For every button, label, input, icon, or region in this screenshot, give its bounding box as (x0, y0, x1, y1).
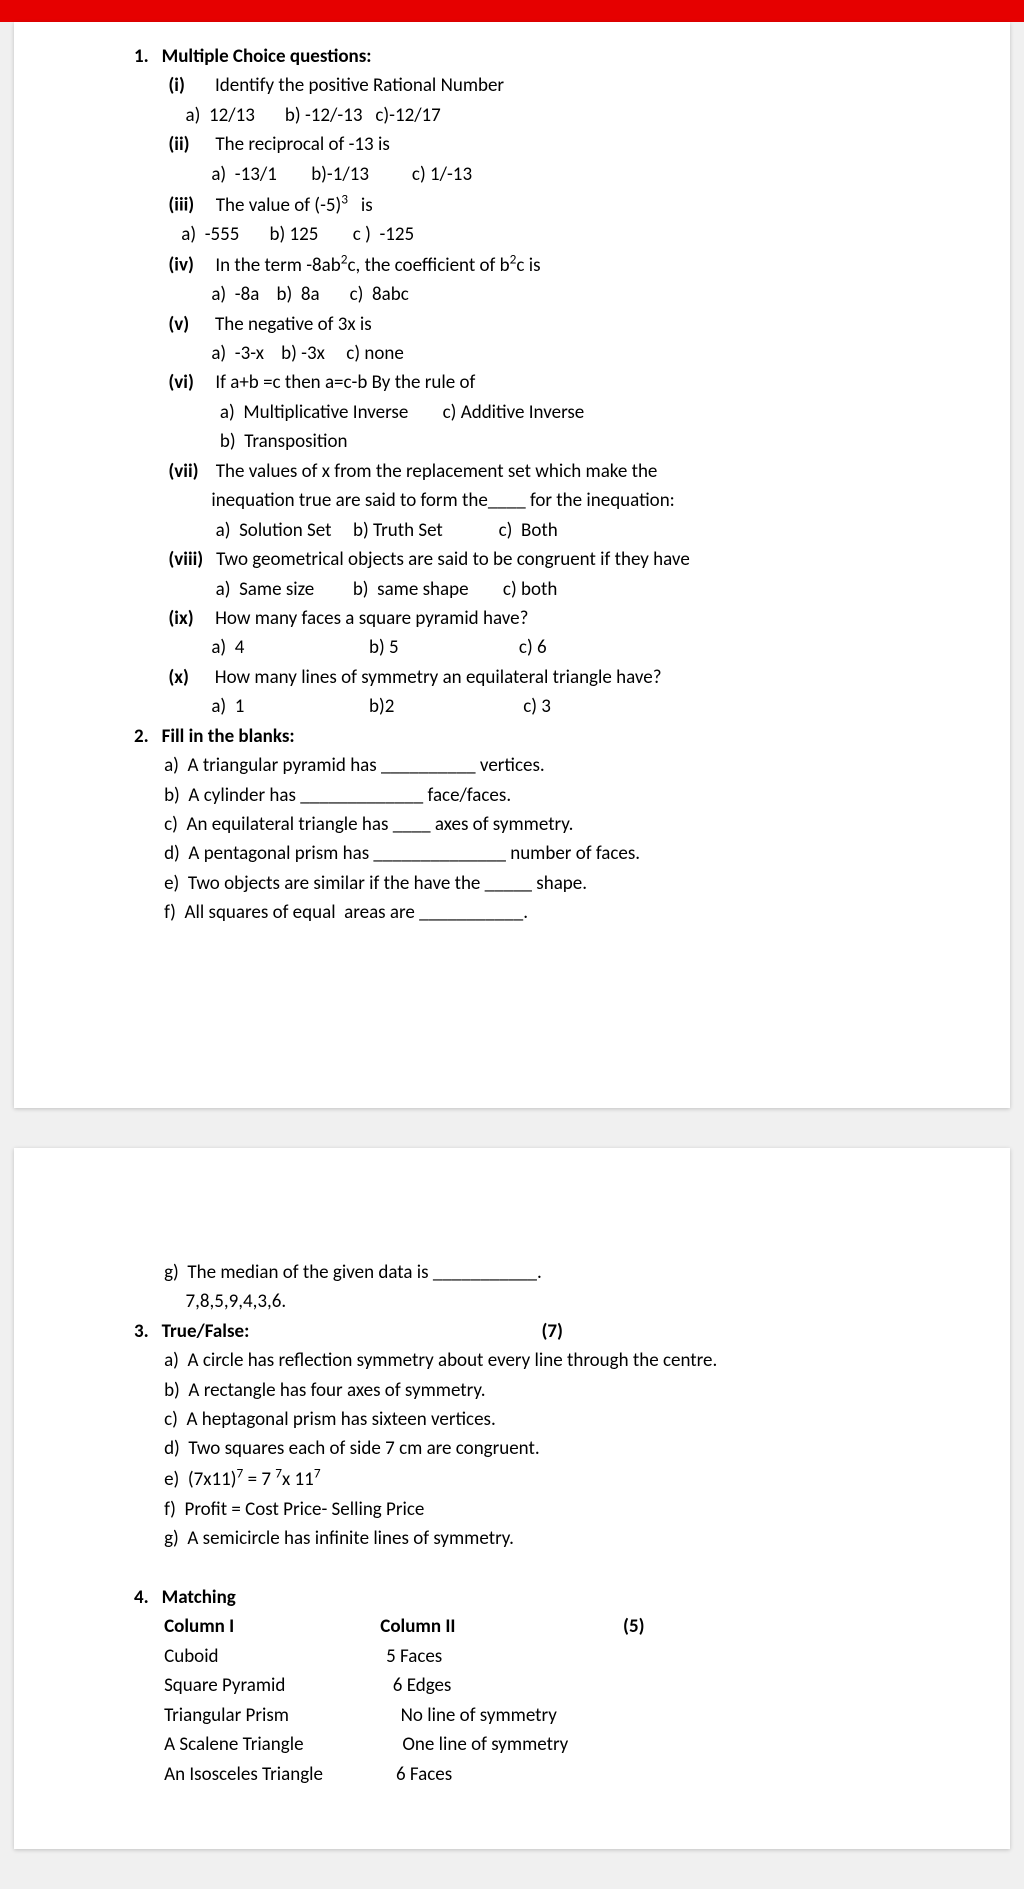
q2-a: a) A triangular pyramid has __________ v… (134, 751, 910, 780)
q1-iv-text: In the term -8ab2c, the coefficient of b… (215, 254, 540, 277)
q1-vii: (vii) The values of x from the replaceme… (134, 457, 910, 486)
q3-b: b) A rectangle has four axes of symmetry… (134, 1376, 910, 1405)
q1-iii-opts: a) -555 b) 125 c ) -125 (134, 220, 910, 249)
q1-i: (i) Identify the positive Rational Numbe… (134, 71, 910, 100)
q3-d: d) Two squares each of side 7 cm are con… (134, 1434, 910, 1463)
q1-vi: (vi) If a+b =c then a=c-b By the rule of (134, 368, 910, 397)
q3-c: c) A heptagonal prism has sixteen vertic… (134, 1405, 910, 1434)
q4-row-2: Triangular Prism No line of symmetry (134, 1701, 910, 1730)
q1-v-opts: a) -3-x b) -3x c) none (134, 339, 910, 368)
q1-ii: (ii) The reciprocal of -13 is (134, 130, 910, 159)
q2-heading: 2. Fill in the blanks: (134, 722, 910, 751)
q1-x: (x) How many lines of symmetry an equila… (134, 663, 910, 692)
q1-vi-opts-b: b) Transposition (134, 427, 910, 456)
q1-iv-opts: a) -8a b) 8a c) 8abc (134, 280, 910, 309)
q1-iv: (iv) In the term -8ab2c, the coefficient… (134, 249, 910, 280)
page-1: 1. Multiple Choice questions: (i) Identi… (14, 22, 1010, 1108)
q1-ii-opts: a) -13/1 b)-1/13 c) 1/-13 (134, 160, 910, 189)
q2-e: e) Two objects are similar if the have t… (134, 869, 910, 898)
q4-row-0: Cuboid 5 Faces (134, 1642, 910, 1671)
q1-v: (v) The negative of 3x is (134, 310, 910, 339)
q2-c: c) An equilateral triangle has ____ axes… (134, 810, 910, 839)
q1-vii-l2: inequation true are said to form the____… (134, 486, 910, 515)
q1-vi-opts-a: a) Multiplicative Inverse c) Additive In… (134, 398, 910, 427)
q2-f: f) All squares of equal areas are ______… (134, 898, 910, 927)
q4-cols: Column I Column II (5) (134, 1612, 910, 1641)
q3-e-text: e) (7x11)7 = 7 7x 117 (164, 1468, 320, 1491)
q3-a: a) A circle has reflection symmetry abou… (134, 1346, 910, 1375)
page-2: g) The median of the given data is _____… (14, 1148, 1010, 1849)
q1-iii-text: The value of (-5)3 is (216, 194, 373, 217)
q1-ix-opts: a) 4 b) 5 c) 6 (134, 633, 910, 662)
q1-ix: (ix) How many faces a square pyramid hav… (134, 604, 910, 633)
q4-heading: 4. Matching (134, 1583, 910, 1612)
q1-vii-opts: a) Solution Set b) Truth Set c) Both (134, 516, 910, 545)
q1-viii-opts: a) Same size b) same shape c) both (134, 575, 910, 604)
q2-d: d) A pentagonal prism has ______________… (134, 839, 910, 868)
q4-row-4: An Isosceles Triangle 6 Faces (134, 1760, 910, 1789)
blank-line (134, 1553, 910, 1582)
q1-iii: (iii) The value of (-5)3 is (134, 189, 910, 220)
q3-e: e) (7x11)7 = 7 7x 117 (134, 1464, 910, 1495)
q1-x-opts: a) 1 b)2 c) 3 (134, 692, 910, 721)
top-red-bar (0, 0, 1024, 22)
q1-viii: (viii) Two geometrical objects are said … (134, 545, 910, 574)
q2-g: g) The median of the given data is _____… (134, 1258, 910, 1287)
q3-f: f) Profit = Cost Price- Selling Price (134, 1495, 910, 1524)
q4-row-1: Square Pyramid 6 Edges (134, 1671, 910, 1700)
q2-g-data: 7,8,5,9,4,3,6. (134, 1287, 910, 1316)
q1-i-opts: a) 12/13 b) -12/-13 c)-12/17 (134, 101, 910, 130)
q3-heading: 3. True/False: (7) (134, 1317, 910, 1346)
q4-row-3: A Scalene Triangle One line of symmetry (134, 1730, 910, 1759)
q1-heading: 1. Multiple Choice questions: (134, 42, 910, 71)
q2-b: b) A cylinder has _____________ face/fac… (134, 781, 910, 810)
q3-g: g) A semicircle has infinite lines of sy… (134, 1524, 910, 1553)
